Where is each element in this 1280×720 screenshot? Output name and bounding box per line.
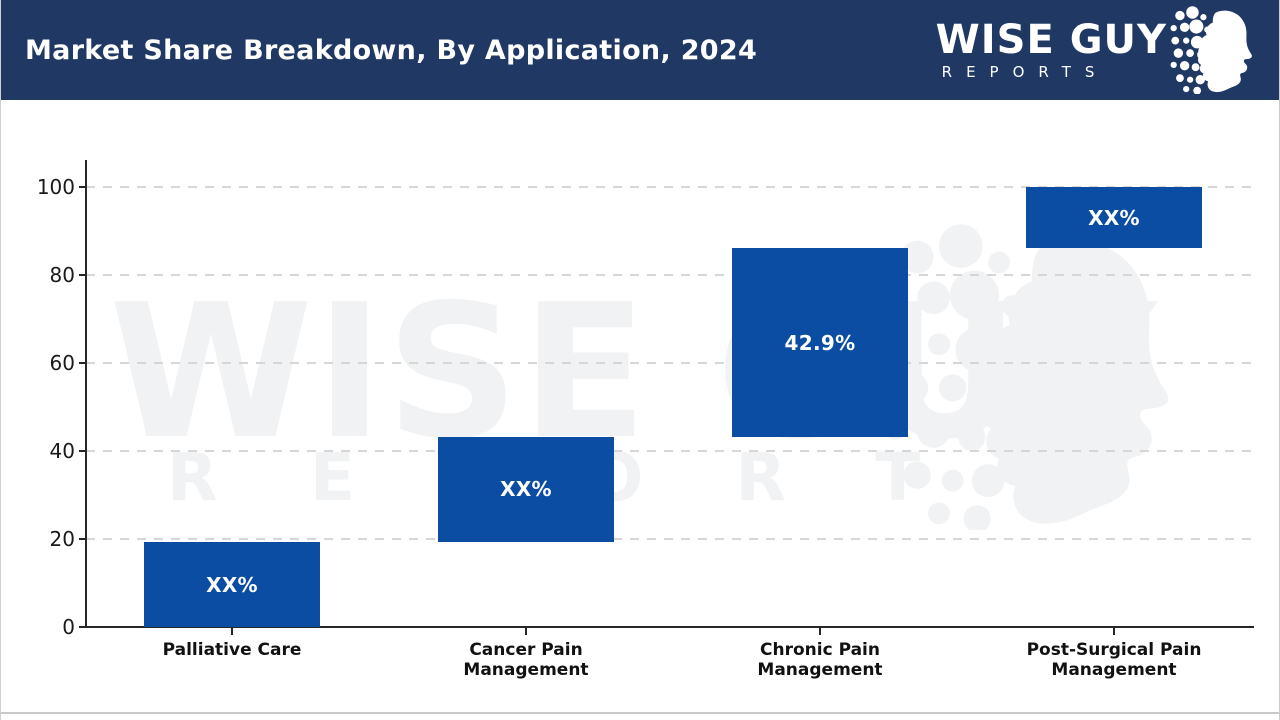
gridline-60 (86, 362, 1253, 364)
x-category-label-line: Chronic Pain (760, 640, 880, 660)
x-tick-mark-chronic-pain-management (819, 628, 821, 635)
x-category-label-palliative-care: Palliative Care (82, 640, 382, 660)
x-category-label-line: Management (463, 660, 589, 680)
gridline-100 (86, 186, 1253, 188)
watermark-wordmark-main: WISE GUY (109, 264, 1158, 480)
y-tick-mark-0 (79, 626, 86, 628)
header-bar: Market Share Breakdown, By Application, … (1, 0, 1279, 100)
x-tick-mark-palliative-care (231, 628, 233, 635)
y-tick-label-40: 40 (49, 439, 75, 463)
y-tick-label-80: 80 (49, 263, 75, 287)
bottom-divider (1, 712, 1279, 714)
bar-value-label-chronic-pain-management: 42.9% (784, 330, 856, 355)
logo-head-icon (1170, 6, 1252, 94)
bar-value-label-cancer-pain-management: XX% (500, 477, 552, 502)
x-category-label-line: Management (1051, 660, 1177, 680)
y-tick-mark-60 (79, 362, 86, 364)
logo-wordmark: WISE GUY REPORTS (936, 20, 1167, 81)
y-tick-mark-40 (79, 450, 86, 452)
x-axis-line (85, 626, 1254, 628)
watermark-wordmark: WISE GUY REPORTS (109, 264, 1158, 517)
x-tick-mark-post-surgical-pain-management (1113, 628, 1115, 635)
y-tick-mark-20 (79, 538, 86, 540)
gridline-20 (86, 538, 1253, 540)
gridline-40 (86, 450, 1253, 452)
y-tick-label-0: 0 (62, 615, 75, 639)
x-category-label-line: Palliative Care (162, 640, 302, 660)
y-tick-label-60: 60 (49, 351, 75, 375)
logo-wordmark-main: WISE GUY (935, 16, 1167, 63)
bar-chronic-pain-management: 42.9% (732, 248, 908, 437)
wiseguy-logo: WISE GUY REPORTS (936, 6, 1255, 94)
x-tick-mark-cancer-pain-management (525, 628, 527, 635)
y-tick-label-20: 20 (49, 527, 75, 551)
watermark-head-icon (884, 224, 1169, 530)
y-tick-mark-80 (79, 274, 86, 276)
bar-palliative-care: XX% (144, 542, 320, 627)
bar-value-label-post-surgical-pain-management: XX% (1088, 205, 1140, 230)
bar-value-label-palliative-care: XX% (206, 572, 258, 597)
bar-cancer-pain-management: XX% (438, 436, 614, 543)
y-tick-mark-100 (79, 186, 86, 188)
bar-post-surgical-pain-management: XX% (1026, 187, 1202, 249)
y-tick-label-100: 100 (36, 175, 75, 199)
x-category-label-line: Post-Surgical Pain (1026, 640, 1202, 660)
page-title: Market Share Breakdown, By Application, … (25, 34, 758, 66)
x-category-label-chronic-pain-management: Chronic Pain Management (670, 640, 970, 680)
gridline-80 (86, 274, 1253, 276)
logo-wordmark-sub: REPORTS (941, 62, 1109, 81)
x-category-label-line: Cancer Pain (469, 640, 583, 660)
y-axis-line (85, 160, 87, 628)
x-category-label-line: Management (757, 660, 883, 680)
x-category-label-post-surgical-pain-management: Post-Surgical Pain Management (964, 640, 1264, 680)
x-category-label-cancer-pain-management: Cancer Pain Management (376, 640, 676, 680)
